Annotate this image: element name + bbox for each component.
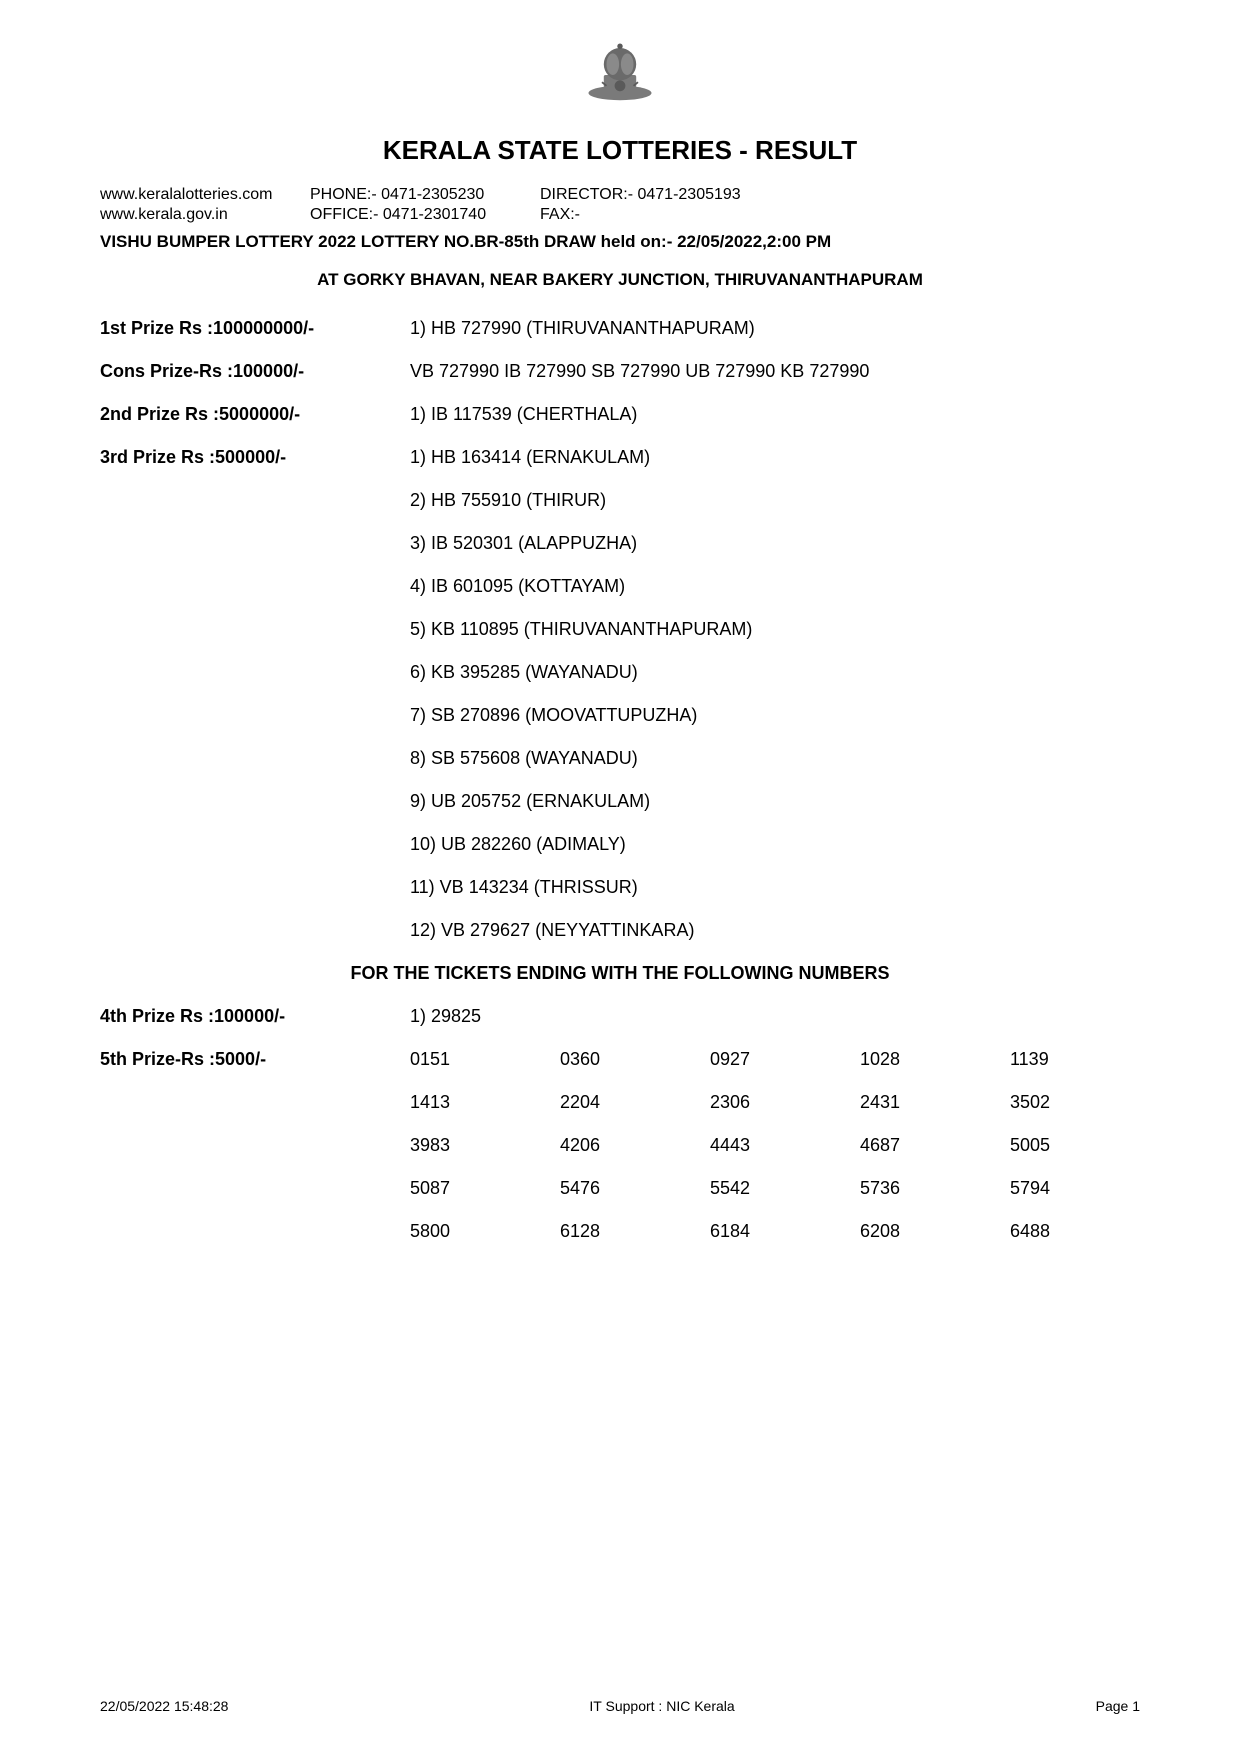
third-prize-list-6: 6) KB 395285 (WAYANADU) bbox=[100, 662, 1140, 683]
fifth-prize-row: 5th Prize-Rs :5000/- 0151 0360 0927 1028 113… bbox=[100, 1049, 1140, 1242]
fifth-prize-number: 1413 bbox=[410, 1092, 540, 1113]
fifth-prize-number: 0151 bbox=[410, 1049, 540, 1070]
fifth-prize-label: 5th Prize-Rs :5000/- bbox=[100, 1049, 410, 1070]
fifth-prize-number: 6488 bbox=[1010, 1221, 1140, 1242]
lottery-info: VISHU BUMPER LOTTERY 2022 LOTTERY NO.BR-… bbox=[100, 232, 1140, 252]
footer-page: Page 1 bbox=[1096, 1698, 1140, 1714]
fifth-prize-number: 6128 bbox=[560, 1221, 690, 1242]
fourth-prize-row: 4th Prize Rs :100000/- 1) 29825 bbox=[100, 1006, 1140, 1027]
third-prize-list-5: 5) KB 110895 (THIRUVANANTHAPURAM) bbox=[100, 619, 1140, 640]
fifth-prize-number: 2204 bbox=[560, 1092, 690, 1113]
third-prize-winner-6: 6) KB 395285 (WAYANADU) bbox=[410, 662, 1140, 683]
website-2: www.kerala.gov.in bbox=[100, 206, 310, 224]
fifth-prize-number: 6208 bbox=[860, 1221, 990, 1242]
fifth-prize-number: 3502 bbox=[1010, 1092, 1140, 1113]
fifth-prize-number: 5794 bbox=[1010, 1178, 1140, 1199]
fourth-prize-winner: 1) 29825 bbox=[410, 1006, 1140, 1027]
footer-timestamp: 22/05/2022 15:48:28 bbox=[100, 1698, 228, 1714]
page-footer: 22/05/2022 15:48:28 IT Support : NIC Ker… bbox=[100, 1698, 1140, 1714]
third-prize-list-9: 9) UB 205752 (ERNAKULAM) bbox=[100, 791, 1140, 812]
fifth-prize-number: 0927 bbox=[710, 1049, 840, 1070]
fifth-prize-number: 4443 bbox=[710, 1135, 840, 1156]
third-prize-list-8: 8) SB 575608 (WAYANADU) bbox=[100, 748, 1140, 769]
third-prize-label: 3rd Prize Rs :500000/- bbox=[100, 447, 410, 468]
office-label: OFFICE:- 0471-2301740 bbox=[310, 206, 540, 224]
third-prize-winner-12: 12) VB 279627 (NEYYATTINKARA) bbox=[410, 920, 1140, 941]
info-row-2: www.kerala.gov.in OFFICE:- 0471-2301740 … bbox=[100, 206, 1140, 224]
second-prize-row: 2nd Prize Rs :5000000/- 1) IB 117539 (CH… bbox=[100, 404, 1140, 425]
cons-prize-winner: VB 727990 IB 727990 SB 727990 UB 727990 … bbox=[410, 361, 1140, 382]
third-prize-list-7: 7) SB 270896 (MOOVATTUPUZHA) bbox=[100, 705, 1140, 726]
first-prize-label: 1st Prize Rs :100000000/- bbox=[100, 318, 410, 339]
fifth-prize-number: 4687 bbox=[860, 1135, 990, 1156]
cons-prize-label: Cons Prize-Rs :100000/- bbox=[100, 361, 410, 382]
venue-info: AT GORKY BHAVAN, NEAR BAKERY JUNCTION, T… bbox=[100, 270, 1140, 290]
third-prize-list-4: 4) IB 601095 (KOTTAYAM) bbox=[100, 576, 1140, 597]
fax-label: FAX:- bbox=[540, 206, 1140, 224]
fifth-prize-number: 5736 bbox=[860, 1178, 990, 1199]
govt-emblem bbox=[100, 30, 1140, 125]
third-prize-winner-2: 2) HB 755910 (THIRUR) bbox=[410, 490, 1140, 511]
phone-label: PHONE:- 0471-2305230 bbox=[310, 186, 540, 204]
third-prize-winner-10: 10) UB 282260 (ADIMALY) bbox=[410, 834, 1140, 855]
fifth-prize-number: 3983 bbox=[410, 1135, 540, 1156]
third-prize-winner-3: 3) IB 520301 (ALAPPUZHA) bbox=[410, 533, 1140, 554]
footer-support: IT Support : NIC Kerala bbox=[589, 1698, 734, 1714]
third-prize-winner-5: 5) KB 110895 (THIRUVANANTHAPURAM) bbox=[410, 619, 1140, 640]
fifth-prize-number: 5005 bbox=[1010, 1135, 1140, 1156]
info-row-1: www.keralalotteries.com PHONE:- 0471-230… bbox=[100, 186, 1140, 204]
fifth-prize-number: 1139 bbox=[1010, 1049, 1140, 1070]
fifth-prize-number: 5087 bbox=[410, 1178, 540, 1199]
third-prize-list-2: 2) HB 755910 (THIRUR) bbox=[100, 490, 1140, 511]
website-1: www.keralalotteries.com bbox=[100, 186, 310, 204]
fifth-prize-number: 0360 bbox=[560, 1049, 690, 1070]
third-prize-list-11: 11) VB 143234 (THRISSUR) bbox=[100, 877, 1140, 898]
second-prize-label: 2nd Prize Rs :5000000/- bbox=[100, 404, 410, 425]
director-label: DIRECTOR:- 0471-2305193 bbox=[540, 186, 1140, 204]
third-prize-winner-8: 8) SB 575608 (WAYANADU) bbox=[410, 748, 1140, 769]
third-prize-winner-11: 11) VB 143234 (THRISSUR) bbox=[410, 877, 1140, 898]
third-prize-list-12: 12) VB 279627 (NEYYATTINKARA) bbox=[100, 920, 1140, 941]
section-header: FOR THE TICKETS ENDING WITH THE FOLLOWIN… bbox=[100, 963, 1140, 984]
third-prize-winner-1: 1) HB 163414 (ERNAKULAM) bbox=[410, 447, 1140, 468]
first-prize-winner: 1) HB 727990 (THIRUVANANTHAPURAM) bbox=[410, 318, 1140, 339]
page-title: KERALA STATE LOTTERIES - RESULT bbox=[100, 135, 1140, 166]
third-prize-list-10: 10) UB 282260 (ADIMALY) bbox=[100, 834, 1140, 855]
cons-prize-row: Cons Prize-Rs :100000/- VB 727990 IB 727… bbox=[100, 361, 1140, 382]
third-prize-winner-7: 7) SB 270896 (MOOVATTUPUZHA) bbox=[410, 705, 1140, 726]
first-prize-row: 1st Prize Rs :100000000/- 1) HB 727990 (… bbox=[100, 318, 1140, 339]
second-prize-winner: 1) IB 117539 (CHERTHALA) bbox=[410, 404, 1140, 425]
fourth-prize-label: 4th Prize Rs :100000/- bbox=[100, 1006, 410, 1027]
fifth-prize-number: 5476 bbox=[560, 1178, 690, 1199]
fifth-prize-number: 1028 bbox=[860, 1049, 990, 1070]
fifth-prize-number: 2306 bbox=[710, 1092, 840, 1113]
fifth-prize-number: 5542 bbox=[710, 1178, 840, 1199]
third-prize-list-3: 3) IB 520301 (ALAPPUZHA) bbox=[100, 533, 1140, 554]
third-prize-row: 3rd Prize Rs :500000/- 1) HB 163414 (ERN… bbox=[100, 447, 1140, 468]
fifth-prize-number: 2431 bbox=[860, 1092, 990, 1113]
fifth-prize-number: 5800 bbox=[410, 1221, 540, 1242]
fifth-prize-number: 6184 bbox=[710, 1221, 840, 1242]
fifth-prize-numbers: 0151 0360 0927 1028 1139 1413 2204 2306 2431 3502… bbox=[410, 1049, 1140, 1242]
third-prize-winner-4: 4) IB 601095 (KOTTAYAM) bbox=[410, 576, 1140, 597]
fifth-prize-number: 4206 bbox=[560, 1135, 690, 1156]
third-prize-winner-9: 9) UB 205752 (ERNAKULAM) bbox=[410, 791, 1140, 812]
